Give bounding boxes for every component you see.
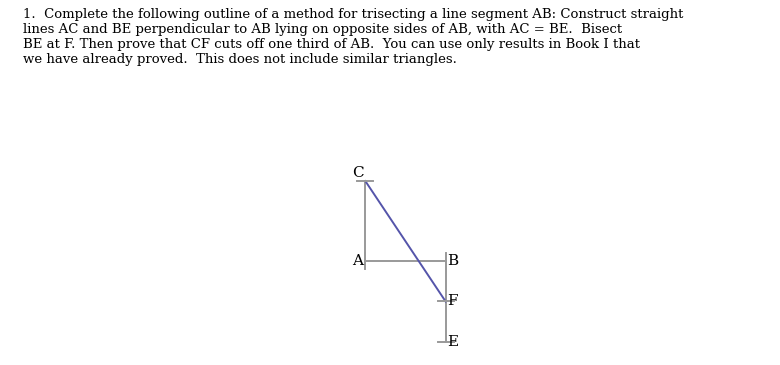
Text: F: F — [448, 295, 458, 308]
Text: C: C — [353, 166, 364, 180]
Text: 1.  Complete the following outline of a method for trisecting a line segment AB:: 1. Complete the following outline of a m… — [23, 8, 684, 66]
Text: A: A — [352, 254, 363, 268]
Text: B: B — [448, 254, 459, 268]
Text: E: E — [448, 335, 459, 349]
